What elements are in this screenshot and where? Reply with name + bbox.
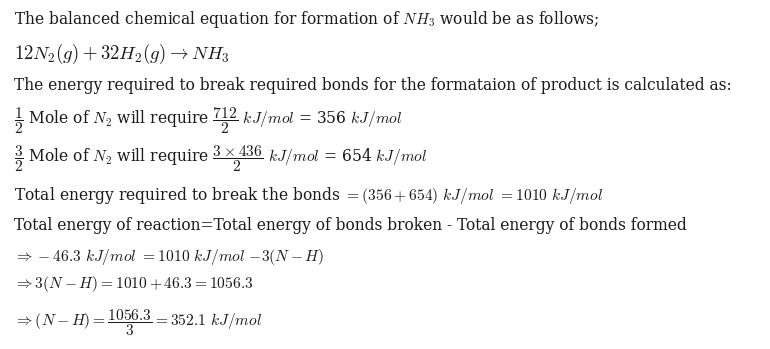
Text: Total energy required to break the bonds $= (356 + 654)$ $kJ/mol$ $= 1010$ $kJ/m: Total energy required to break the bonds…: [14, 185, 603, 206]
Text: $\Rightarrow 3(N - H) = 1010 + 46.3 = 1056.3$: $\Rightarrow 3(N - H) = 1010 + 46.3 = 10…: [14, 274, 253, 295]
Text: $\dfrac{3}{2}$ Mole of $N_2$ will require $\dfrac{3 \times 436}{2}$ $kJ/mol$ = 6: $\dfrac{3}{2}$ Mole of $N_2$ will requir…: [14, 143, 427, 174]
Text: $12N_2(g) + 32H_2(g) \rightarrow NH_3$: $12N_2(g) + 32H_2(g) \rightarrow NH_3$: [14, 42, 229, 66]
Text: The energy required to break required bonds for the formataion of product is cal: The energy required to break required bo…: [14, 77, 732, 94]
Text: Total energy of reaction=Total energy of bonds broken - Total energy of bonds fo: Total energy of reaction=Total energy of…: [14, 217, 687, 233]
Text: $\Rightarrow (N - H) = \dfrac{1056.3}{3} = 352.1$ $kJ/mol$: $\Rightarrow (N - H) = \dfrac{1056.3}{3}…: [14, 307, 262, 338]
Text: $\Rightarrow -46.3$ $kJ/mol$ $= 1010$ $kJ/mol$ $- 3(N - H)$: $\Rightarrow -46.3$ $kJ/mol$ $= 1010$ $k…: [14, 246, 324, 267]
Text: $\dfrac{1}{2}$ Mole of $N_2$ will require $\dfrac{712}{2}$ $kJ/mol$ = 356 $kJ/mo: $\dfrac{1}{2}$ Mole of $N_2$ will requir…: [14, 105, 402, 136]
Text: The balanced chemical equation for formation of $NH_3$ would be as follows;: The balanced chemical equation for forma…: [14, 9, 599, 30]
